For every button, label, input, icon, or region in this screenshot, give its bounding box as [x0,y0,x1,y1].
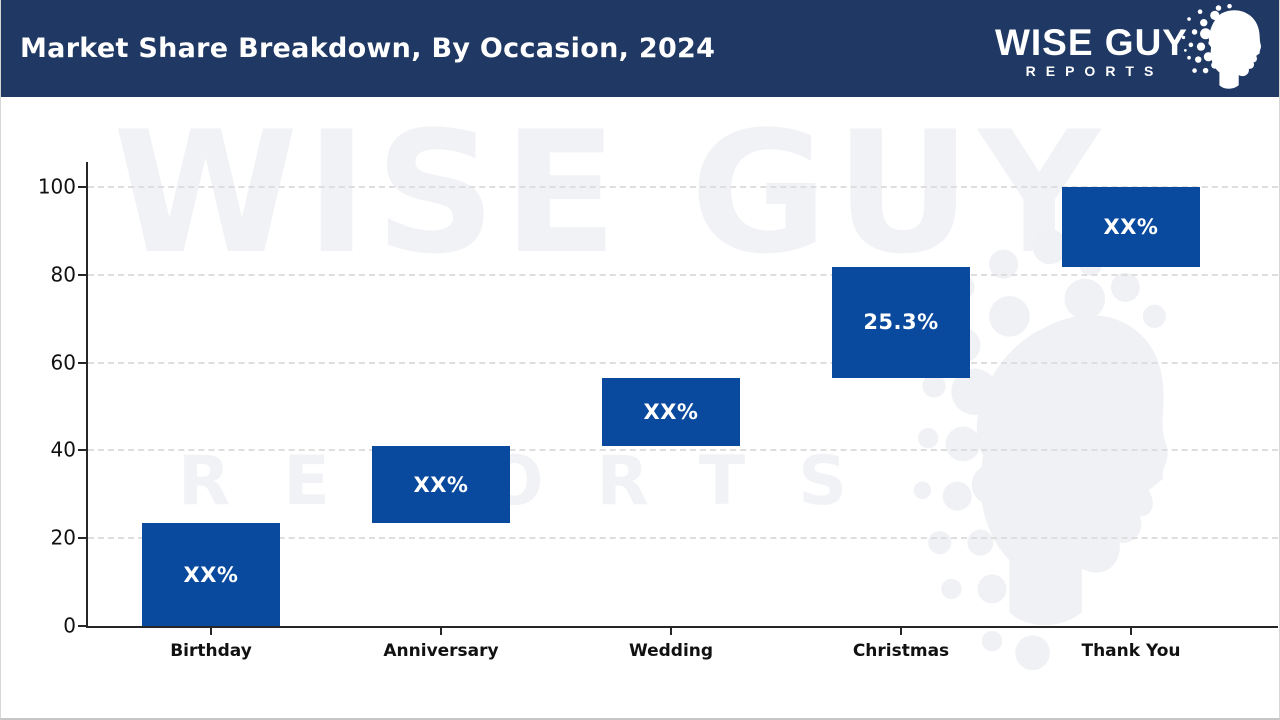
x-axis-tick-mark [440,628,442,635]
x-axis-category-label: Christmas [852,641,950,661]
bar-value-label: XX% [643,399,699,424]
watermark-reports: REPORTS [178,442,901,521]
x-axis-tick-mark [1130,628,1132,635]
x-axis-tick-mark [670,628,672,635]
x-axis-spine [86,626,1278,628]
bar-value-label: XX% [413,472,469,497]
x-axis-tick-mark [210,628,212,635]
x-axis-category-label: Birthday [170,641,252,661]
y-axis-tick-mark [78,537,86,540]
bar-value-label: XX% [183,562,239,587]
logo-face-icon [1178,3,1270,97]
y-axis-tick-mark [78,186,86,189]
y-axis-tick-mark [78,273,86,276]
brand-logo: WISE GUY REPORTS [994,3,1270,97]
logo-wiseguy-text: WISE GUY [994,21,1188,63]
page-title: Market Share Breakdown, By Occasion, 202… [20,33,716,64]
gridline-80 [88,273,1278,276]
bar-birthday: XX% [142,523,280,626]
logo-reports-text: REPORTS [1025,62,1164,79]
gridline-20 [88,537,1278,540]
x-axis-category-label: Anniversary [383,641,499,661]
watermark-face [905,217,1195,701]
y-axis-tick-label: 0 [63,613,76,638]
bar-anniversary: XX% [372,446,510,524]
x-axis-tick-mark [900,628,902,635]
y-axis-tick-label: 60 [50,350,76,375]
watermark-wiseguy: WISE GUY [113,95,1108,291]
x-axis-category-label: Thank You [1081,641,1181,661]
bar-value-label: 25.3% [863,310,939,335]
x-axis-category-label: Wedding [628,641,714,661]
bar-thank-you: XX% [1062,187,1200,267]
gridline-60 [88,361,1278,364]
gridline-100 [88,186,1278,189]
header-banner: Market Share Breakdown, By Occasion, 202… [0,0,1280,97]
bar-wedding: XX% [602,377,740,446]
y-axis-tick-label: 100 [37,174,76,199]
y-axis-tick-mark [78,625,86,627]
gridline-40 [88,449,1278,452]
logo-wordmark: WISE GUY REPORTS [994,21,1188,79]
y-axis-spine [86,162,88,628]
y-axis-tick-mark [78,361,86,364]
y-axis-tick-label: 20 [50,525,76,550]
y-axis-tick-label: 40 [50,437,76,462]
bar-value-label: XX% [1103,214,1159,239]
bar-christmas: 25.3% [832,266,970,378]
y-axis-tick-label: 80 [50,262,76,287]
chart-area: WISE GUY REPORTS 0 20 40 60 80 100 XX% Birthda [0,95,1280,720]
y-axis-tick-mark [78,449,86,452]
